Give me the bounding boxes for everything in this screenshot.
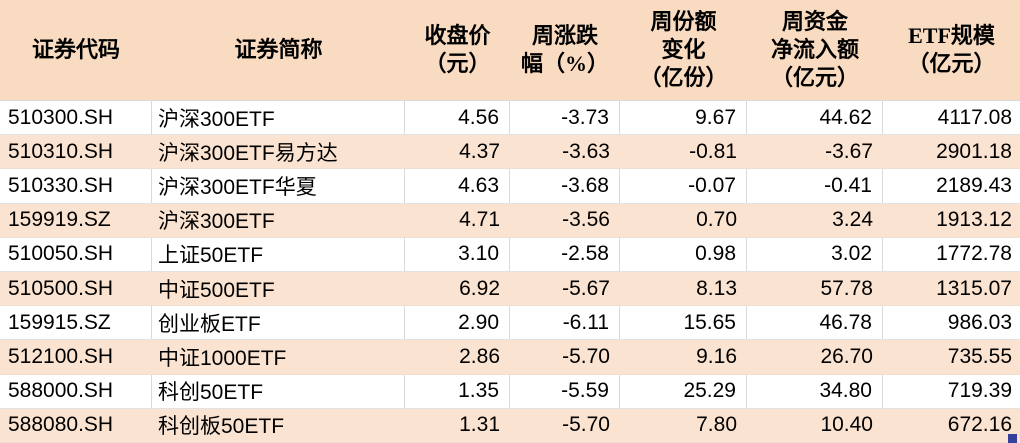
cell-code[interactable]: 588000.SH [0,374,152,408]
cell-share-chg[interactable]: -0.81 [689,139,737,163]
cell-code[interactable]: 510500.SH [8,276,114,300]
table-row: 512100.SH 中证1000ETF 2.86 -5.70 9.16 26.70 735.… [0,340,1020,375]
cell-scale[interactable]: 719.39 [947,379,1012,403]
cell-name[interactable]: 沪深300ETF易方达 [158,141,338,165]
cell-week-chg[interactable]: -3.73 [510,101,620,135]
cell-net-inflow[interactable]: 46.78 [747,306,883,340]
cell-code[interactable]: 510330.SH [0,169,152,203]
table-row: 510310.SH 沪深300ETF易方达 4.37 -3.63 -0.81 -3.67 2… [0,135,1020,170]
cell-week-chg[interactable]: -3.68 [510,169,620,203]
cell-share-chg[interactable]: 9.16 [696,344,737,368]
table-row: 159919.SZ 沪深300ETF 4.71 -3.56 0.70 3.24 1913.1… [0,203,1020,238]
cell-close[interactable]: 4.71 [459,208,500,232]
cell-week-chg[interactable]: -6.11 [510,306,620,340]
cell-week-chg[interactable]: -5.67 [562,276,610,300]
header-cell-close: 收盘价 （元） [424,23,491,76]
header-cell-share-chg: 周份额 变化 （亿份） [639,9,728,90]
cell-close[interactable]: 1.31 [459,413,500,437]
cell-week-chg[interactable]: -3.56 [562,208,610,232]
cell-net-inflow[interactable]: 3.02 [747,237,883,271]
cell-scale[interactable]: 1772.78 [936,242,1012,266]
cell-net-inflow[interactable]: 44.62 [747,101,883,135]
cell-code[interactable]: 159915.SZ [0,306,152,340]
table-header-row: 证券代码 证券简称 收盘价 （元） 周涨跌 幅（%） 周份额 变化 （亿份） 周… [0,0,1020,101]
cell-share-chg[interactable]: 9.67 [620,101,747,135]
cell-share-chg[interactable]: 15.65 [620,306,747,340]
table-row: 159915.SZ 创业板ETF 2.90 -6.11 15.65 46.78 986.03 [0,306,1020,341]
cell-share-chg[interactable]: 7.80 [696,413,737,437]
header-cell-name: 证券简称 [234,37,323,62]
cell-net-inflow[interactable]: 10.40 [820,413,873,437]
cell-name[interactable]: 创业板ETF [152,306,405,340]
cell-week-chg[interactable]: -5.70 [562,344,610,368]
cell-code[interactable]: 510050.SH [0,237,152,271]
cell-code[interactable]: 510310.SH [8,139,114,163]
cell-name[interactable]: 科创板50ETF [158,415,285,439]
cell-name[interactable]: 中证1000ETF [158,346,287,370]
cell-share-chg[interactable]: 25.29 [620,374,747,408]
cell-share-chg[interactable]: 0.70 [696,208,737,232]
cell-scale[interactable]: 2901.18 [936,139,1012,163]
cell-net-inflow[interactable]: 26.70 [820,344,873,368]
cell-name[interactable]: 中证500ETF [158,278,275,302]
cell-name[interactable]: 沪深300ETF [158,210,275,234]
cell-net-inflow[interactable]: 57.78 [820,276,873,300]
table-row: 510050.SH 上证50ETF 3.10 -2.58 0.98 3.02 1772.78 [0,237,1020,272]
cell-net-inflow[interactable]: 34.80 [747,374,883,408]
header-cell-net-inflow: 周资金 净流入额 （亿元） [770,9,859,90]
cell-scale[interactable]: 4117.08 [937,105,1012,129]
cell-name[interactable]: 沪深300ETF华夏 [152,169,405,203]
cell-share-chg[interactable]: -0.07 [620,169,747,203]
cell-close[interactable]: 2.86 [459,344,500,368]
cell-week-chg[interactable]: -5.70 [562,413,610,437]
header-cell-scale: ETF规模 （亿元） [907,23,996,76]
cell-scale[interactable]: 672.16 [947,413,1012,437]
cell-name[interactable]: 沪深300ETF [152,101,405,135]
table-row: 588080.SH 科创板50ETF 1.31 -5.70 7.80 10.40 672.1… [0,408,1020,443]
cell-share-chg[interactable]: 8.13 [696,276,737,300]
fill-handle[interactable] [1008,434,1017,443]
cell-scale[interactable]: 1315.07 [936,276,1012,300]
cell-week-chg[interactable]: -5.59 [510,374,620,408]
cell-net-inflow[interactable]: -0.41 [747,169,883,203]
cell-close[interactable]: 4.63 [405,169,510,203]
cell-code[interactable]: 510300.SH [0,101,152,135]
header-cell-week-chg: 周涨跌 幅（%） [520,23,609,76]
cell-week-chg[interactable]: -3.63 [562,139,610,163]
cell-scale[interactable]: 2189.43 [936,173,1012,197]
cell-close[interactable]: 3.10 [405,237,510,271]
cell-code[interactable]: 159919.SZ [8,208,111,232]
cell-name[interactable]: 科创50ETF [152,374,405,408]
table-row: 510300.SH 沪深300ETF 4.56 -3.73 9.67 44.62 4117.… [0,101,1020,136]
table-row: 588000.SH 科创50ETF 1.35 -5.59 25.29 34.80 719.3… [0,374,1020,409]
cell-name[interactable]: 上证50ETF [152,237,405,271]
cell-close[interactable]: 2.90 [405,306,510,340]
cell-code[interactable]: 588080.SH [8,413,114,437]
cell-code[interactable]: 512100.SH [8,344,114,368]
cell-scale[interactable]: 986.03 [947,310,1012,334]
cell-scale[interactable]: 1913.12 [936,208,1012,232]
table-body: 510300.SH 沪深300ETF 4.56 -3.73 9.67 44.62 4117.… [0,101,1020,443]
cell-close[interactable]: 6.92 [459,276,500,300]
header-cell-code: 证券代码 [31,37,120,62]
cell-close[interactable]: 4.37 [459,139,500,163]
cell-scale[interactable]: 735.55 [947,344,1012,368]
cell-close[interactable]: 4.56 [405,101,510,135]
table-row: 510500.SH 中证500ETF 6.92 -5.67 8.13 57.78 1315.… [0,271,1020,307]
cell-share-chg[interactable]: 0.98 [620,237,747,271]
cell-week-chg[interactable]: -2.58 [510,237,620,271]
cell-close[interactable]: 1.35 [405,374,510,408]
cell-net-inflow[interactable]: 3.24 [832,208,873,232]
cell-net-inflow[interactable]: -3.67 [825,139,873,163]
table-row: 510330.SH 沪深300ETF华夏 4.63 -3.68 -0.07 -0.41 21… [0,169,1020,204]
